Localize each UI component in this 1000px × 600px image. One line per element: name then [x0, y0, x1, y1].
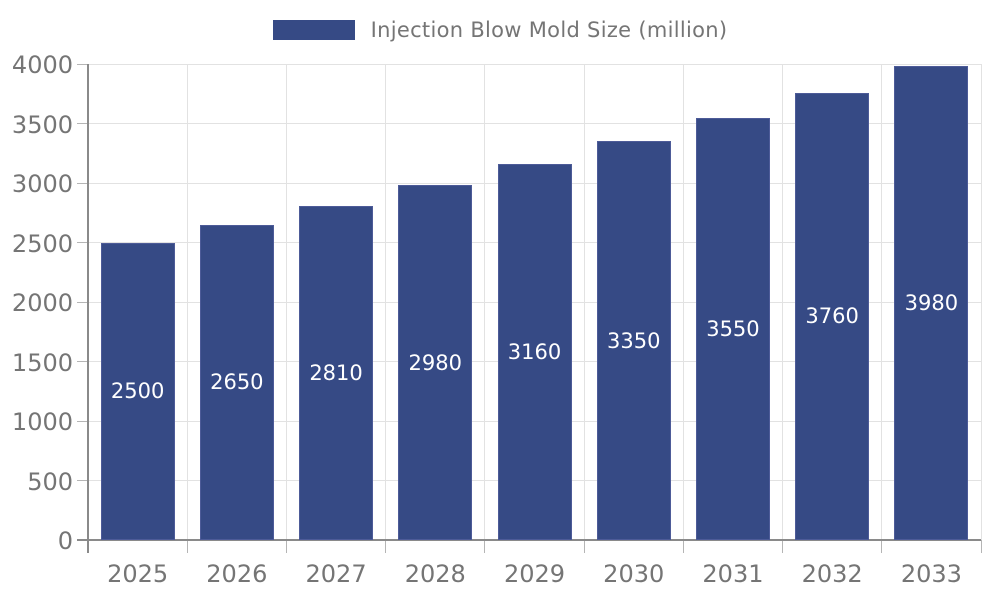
y-tick-label: 2500 — [11, 229, 73, 258]
x-axis-tick — [782, 540, 784, 553]
x-tick-label: 2027 — [305, 560, 367, 588]
y-tick-label: 1500 — [11, 348, 73, 377]
bar-value-label: 3350 — [606, 328, 661, 353]
x-tick-label: 2026 — [206, 560, 268, 588]
bar-value-label: 2810 — [309, 360, 363, 385]
x-axis-tick — [385, 540, 387, 553]
y-axis-tick — [77, 123, 88, 124]
bar-2029[interactable] — [497, 163, 572, 540]
gridline-vertical — [881, 64, 883, 540]
x-axis-tick — [980, 540, 982, 553]
gridline-vertical — [583, 64, 585, 540]
gridline-horizontal — [88, 63, 981, 65]
bar-2032[interactable] — [795, 92, 870, 540]
gridline-vertical — [782, 64, 784, 540]
gridline-vertical — [285, 64, 287, 540]
gridline-vertical — [385, 64, 387, 540]
x-axis-tick — [484, 540, 486, 553]
bar-2026[interactable] — [199, 224, 274, 540]
x-tick-label: 2028 — [404, 560, 466, 588]
bar-value-label: 2500 — [110, 379, 165, 404]
y-axis-tick — [77, 301, 88, 303]
x-axis-tick — [583, 540, 585, 553]
x-tick-label: 2033 — [900, 560, 962, 588]
y-axis-tick — [77, 63, 88, 65]
bar-value-label: 3980 — [904, 291, 959, 316]
bar-value-label: 2980 — [408, 350, 462, 375]
gridline-horizontal — [88, 123, 981, 124]
y-axis-tick — [77, 242, 88, 243]
bar-2025[interactable] — [100, 242, 175, 540]
y-tick-label: 2000 — [11, 289, 73, 317]
y-axis-tick — [77, 182, 88, 184]
bar-value-label: 3760 — [805, 304, 859, 329]
bar-value-label: 3160 — [507, 339, 562, 364]
y-tick-label: 4000 — [11, 51, 73, 79]
legend[interactable]: Injection Blow Mold Size (million) — [0, 18, 1000, 42]
y-tick-label: 3500 — [11, 110, 73, 139]
y-tick-label: 3000 — [11, 170, 73, 198]
x-axis-tick — [285, 540, 287, 553]
bar-2030[interactable] — [596, 141, 671, 540]
bar-value-label: 2650 — [210, 370, 264, 395]
gridline-vertical — [980, 64, 982, 540]
bar-value-label: 3550 — [706, 316, 760, 341]
y-axis-tick — [77, 480, 88, 481]
x-tick-label: 2031 — [702, 560, 764, 588]
x-tick-label: 2032 — [801, 560, 863, 588]
bar-2033[interactable] — [894, 66, 969, 540]
gridline-vertical — [484, 64, 486, 540]
x-axis-tick — [881, 540, 883, 553]
legend-label: Injection Blow Mold Size (million) — [370, 18, 728, 42]
bar-2031[interactable] — [695, 117, 770, 540]
x-tick-label: 2025 — [107, 560, 169, 588]
y-axis-tick — [77, 361, 88, 362]
y-tick-label: 0 — [57, 527, 73, 555]
x-axis-line — [77, 539, 981, 541]
y-tick-label: 1000 — [11, 408, 73, 436]
x-axis-tick — [682, 540, 684, 553]
bar-2027[interactable] — [299, 205, 374, 540]
gridline-vertical — [682, 64, 684, 540]
legend-swatch[interactable] — [272, 20, 355, 40]
gridline-vertical — [186, 64, 188, 540]
y-axis-tick — [77, 420, 88, 422]
x-axis-tick — [186, 540, 188, 553]
bar-2028[interactable] — [398, 185, 473, 540]
y-tick-label: 500 — [27, 467, 73, 496]
x-tick-label: 2029 — [503, 560, 566, 588]
y-axis-line — [87, 64, 89, 553]
x-tick-label: 2030 — [603, 560, 665, 588]
